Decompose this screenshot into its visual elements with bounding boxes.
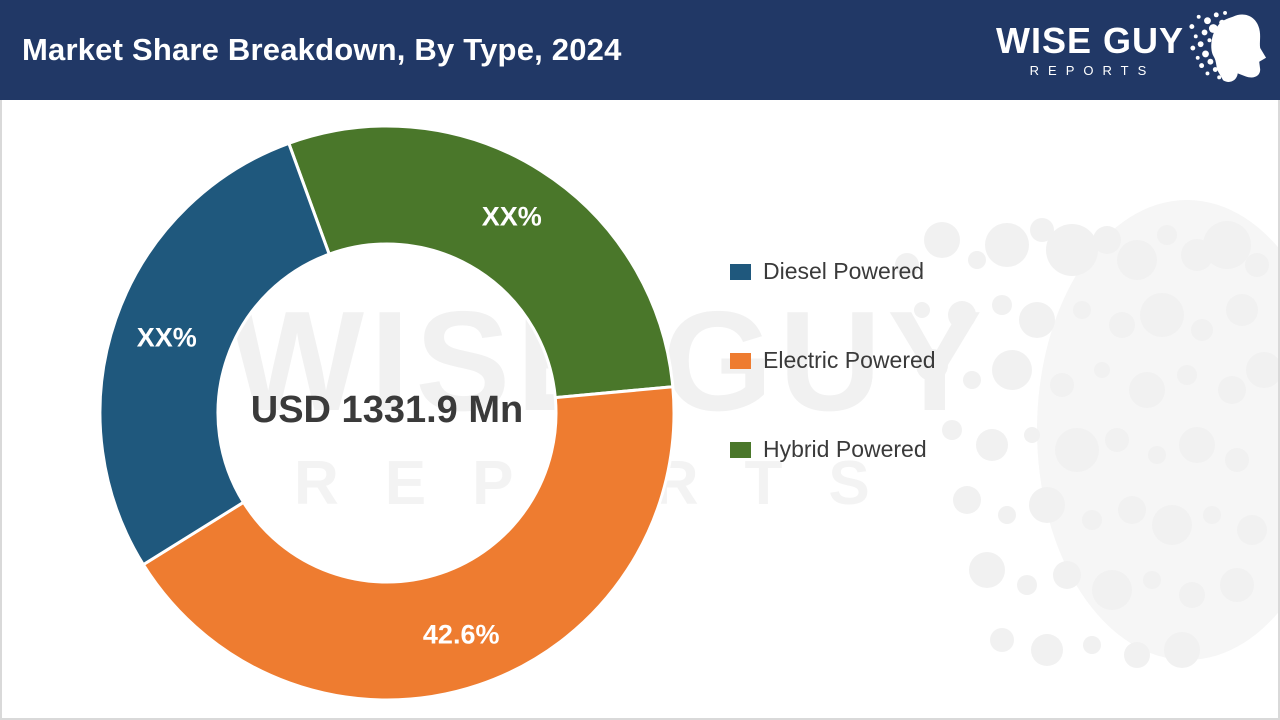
legend-swatch-electric-powered — [730, 352, 751, 369]
chart-area: WISE GUY REPORTS XX%42.6%XX% USD 1331.9 … — [0, 100, 1280, 720]
legend-swatch-hybrid-powered — [730, 441, 751, 458]
wise-guy-logo: WISE GUY REPORTS — [996, 7, 1268, 93]
chart-legend: Diesel Powered Electric Powered Hybrid Pow… — [730, 258, 936, 463]
legend-label-hybrid-powered: Hybrid Powered — [763, 436, 927, 462]
segment-label-hybrid-powered: XX% — [482, 202, 542, 232]
watermark-head-shape — [1037, 200, 1278, 660]
segment-label-electric-powered: 42.6% — [423, 619, 500, 649]
header: Market Share Breakdown, By Type, 2024 WI… — [0, 0, 1280, 100]
legend-item-hybrid-powered: Hybrid Powered — [730, 436, 936, 463]
legend-item-diesel-powered: Diesel Powered — [730, 258, 936, 285]
logo-text: WISE GUY REPORTS — [995, 19, 1184, 78]
legend-item-electric-powered: Electric Powered — [730, 347, 936, 374]
legend-label-electric-powered: Electric Powered — [763, 347, 936, 373]
logo-tagline: REPORTS — [1029, 62, 1156, 78]
logo-name: WISE GUY — [995, 19, 1184, 61]
donut-chart: XX% 42.6% XX% — [98, 124, 676, 702]
donut-segment-electric-powered — [141, 385, 676, 702]
chart-center-value: USD 1331.9 Mn — [250, 389, 524, 431]
donut-segment-hybrid-powered — [287, 124, 675, 400]
legend-swatch-diesel-powered — [730, 263, 751, 280]
segment-label-diesel-powered: XX% — [137, 322, 197, 352]
donut-segment-diesel-powered — [98, 141, 331, 567]
watermark-dots-face — [895, 200, 1278, 668]
logo-face-icon — [1189, 10, 1267, 82]
legend-label-diesel-powered: Diesel Powered — [763, 258, 925, 284]
page-title: Market Share Breakdown, By Type, 2024 — [22, 32, 622, 67]
